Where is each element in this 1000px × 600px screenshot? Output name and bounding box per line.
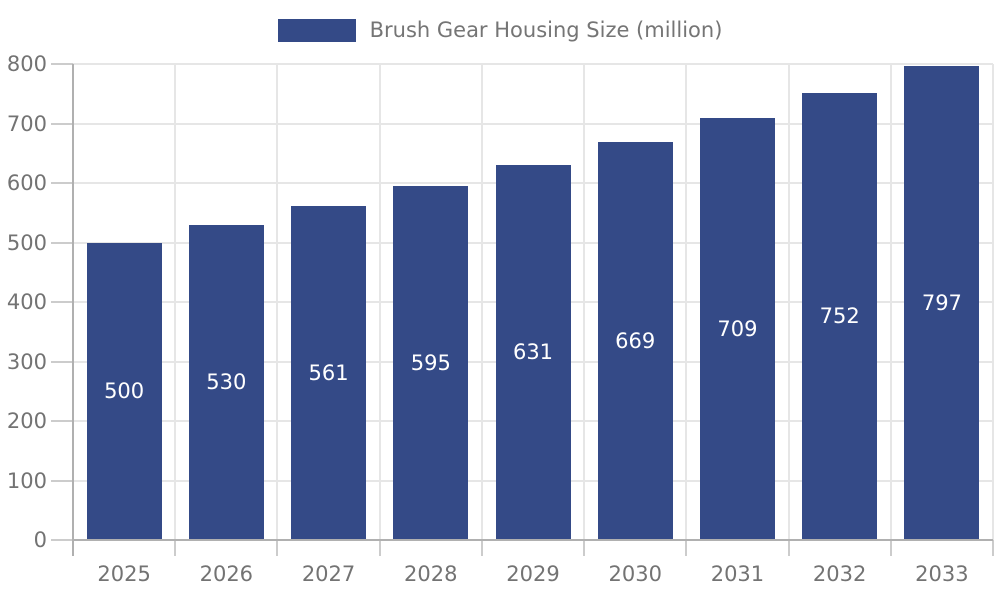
x-gridline: [787, 64, 790, 540]
bar[interactable]: [597, 141, 673, 539]
bar-value-label: 669: [615, 328, 656, 353]
bar-value-label: 631: [512, 340, 554, 365]
x-axis-tick: [174, 540, 177, 556]
bar[interactable]: [86, 242, 162, 539]
y-axis-tick: [51, 539, 73, 541]
bar[interactable]: [699, 118, 775, 539]
legend-label: Brush Gear Housing Size (million): [369, 18, 723, 42]
y-axis-tick: [51, 360, 73, 363]
y-axis-tick: [51, 182, 73, 184]
y-gridline: [73, 122, 993, 125]
x-gridline: [889, 64, 892, 540]
x-tick-label: 2033: [915, 562, 969, 586]
y-tick-label: 700: [6, 111, 47, 136]
x-tick-label: 2027: [301, 562, 356, 586]
bar[interactable]: [188, 224, 264, 539]
bar[interactable]: [393, 185, 469, 539]
x-axis-tick: [583, 540, 586, 556]
y-tick-label: 600: [6, 171, 47, 195]
y-tick-label: 200: [6, 409, 47, 433]
y-gridline: [73, 63, 993, 65]
y-axis-tick: [51, 420, 73, 422]
bar-value-label: 530: [206, 370, 247, 395]
y-axis-tick: [51, 63, 73, 65]
x-axis-line: [72, 539, 993, 541]
x-axis-tick: [685, 540, 688, 556]
bar[interactable]: [904, 65, 980, 539]
bar-value-label: 797: [921, 290, 962, 315]
x-tick-label: 2029: [506, 562, 560, 586]
y-axis-tick: [51, 122, 73, 125]
bar[interactable]: [802, 92, 878, 539]
chart-legend[interactable]: Brush Gear Housing Size (million): [0, 18, 1000, 42]
bar[interactable]: [291, 206, 367, 539]
x-tick-label: 2030: [608, 562, 662, 586]
y-tick-label: 0: [33, 528, 47, 552]
x-axis-tick: [378, 540, 381, 556]
y-tick-label: 500: [6, 230, 47, 255]
y-axis-tick: [51, 479, 73, 482]
y-axis-line: [72, 64, 74, 556]
x-tick-label: 2028: [404, 562, 458, 586]
y-tick-label: 100: [6, 468, 47, 493]
x-gridline: [378, 64, 381, 540]
x-axis-tick: [480, 540, 483, 556]
y-axis-tick: [51, 241, 73, 244]
legend-swatch: [277, 18, 356, 42]
x-gridline: [276, 64, 279, 540]
x-tick-label: 2025: [97, 562, 151, 586]
bar-value-label: 595: [410, 350, 451, 375]
bar-value-label: 561: [308, 361, 349, 386]
y-axis-tick: [51, 301, 73, 303]
x-tick-label: 2026: [199, 562, 254, 586]
x-gridline: [583, 64, 586, 540]
x-axis-tick: [787, 540, 790, 556]
y-tick-label: 400: [6, 290, 47, 314]
bar-value-label: 709: [717, 317, 758, 342]
x-gridline: [992, 64, 994, 540]
bar[interactable]: [495, 164, 571, 539]
bar-value-label: 752: [819, 304, 860, 329]
x-gridline: [685, 64, 688, 540]
y-tick-label: 800: [6, 52, 47, 76]
x-gridline: [480, 64, 483, 540]
y-tick-label: 300: [6, 349, 47, 374]
x-axis-tick: [992, 540, 994, 556]
x-tick-label: 2031: [710, 562, 765, 586]
bar-value-label: 500: [104, 379, 145, 404]
x-tick-label: 2032: [812, 562, 867, 586]
x-axis-tick: [276, 540, 279, 556]
x-gridline: [174, 64, 177, 540]
x-axis-tick: [889, 540, 892, 556]
